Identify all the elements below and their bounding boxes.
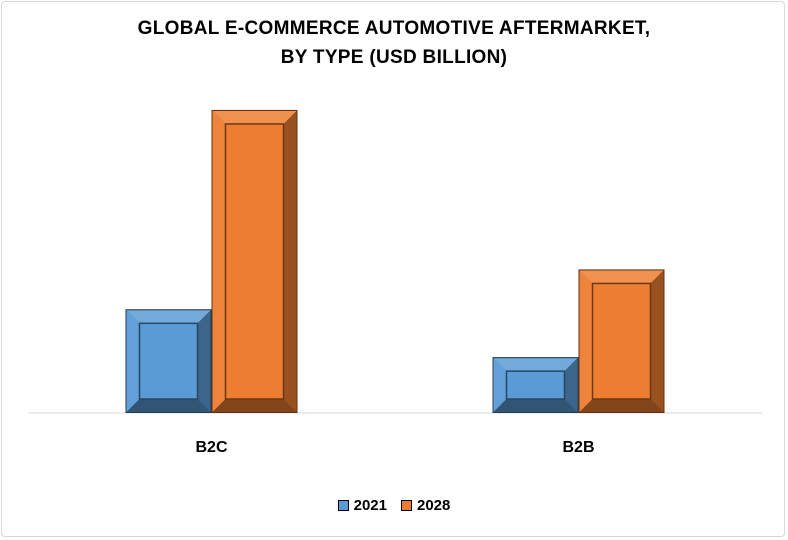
legend-label-2021: 2021 bbox=[353, 497, 387, 514]
bar-b2c-2021-face bbox=[138, 322, 199, 400]
bar-b2c-2028-bevel-top bbox=[211, 109, 298, 124]
chart-title-line-1: GLOBAL E-COMMERCE AUTOMOTIVE AFTERMARKET… bbox=[137, 18, 651, 39]
bar-b2c-2021-bevel-bottom bbox=[125, 399, 212, 413]
bar-b2b-2028-face bbox=[591, 282, 652, 400]
bar-b2c-2028-outline bbox=[211, 109, 298, 413]
bar-b2b-2021-face bbox=[505, 370, 566, 400]
legend: 2021 2028 bbox=[0, 497, 788, 514]
bar-b2c-2028-bevel-bottom bbox=[211, 399, 298, 413]
bar-b2b-2028-bevel-top bbox=[578, 269, 665, 284]
bar-b2b-2028-bevel-right bbox=[650, 269, 665, 413]
bar-b2c-2028-bevel-right bbox=[283, 109, 298, 413]
bar-b2c-2021-bevel-left bbox=[125, 309, 140, 413]
bar-b2b-2021-outline bbox=[492, 357, 579, 413]
bar-b2c-2028-face bbox=[224, 123, 285, 400]
chart-title-line-2: BY TYPE (USD BILLION) bbox=[280, 47, 508, 68]
category-label-b2b: B2B bbox=[562, 439, 594, 456]
bar-b2b-2028-outline bbox=[578, 269, 665, 414]
bar-b2c-2021-bevel-right bbox=[197, 309, 212, 413]
legend-item-2028: 2028 bbox=[401, 497, 450, 514]
bar-b2b-2021-bevel-left bbox=[492, 357, 507, 413]
bar-b2b-2021-bevel-bottom bbox=[492, 399, 579, 413]
bar-b2b-2021-bevel-top bbox=[492, 357, 579, 372]
bar-b2c-2028-bevel-left bbox=[211, 109, 226, 413]
category-label-b2c: B2C bbox=[195, 439, 227, 456]
legend-swatch-2021 bbox=[337, 500, 349, 511]
bar-b2b-2028-bevel-bottom bbox=[578, 399, 665, 413]
legend-swatch-2028 bbox=[401, 500, 412, 511]
legend-item-2021: 2021 bbox=[337, 497, 387, 514]
legend-label-2028: 2028 bbox=[417, 497, 451, 514]
bar-b2c-2021-outline bbox=[125, 309, 212, 414]
bar-b2b-2028-bevel-left bbox=[578, 269, 593, 413]
bar-b2b-2021-bevel-right bbox=[564, 357, 579, 413]
bar-b2c-2021-bevel-top bbox=[125, 309, 212, 324]
